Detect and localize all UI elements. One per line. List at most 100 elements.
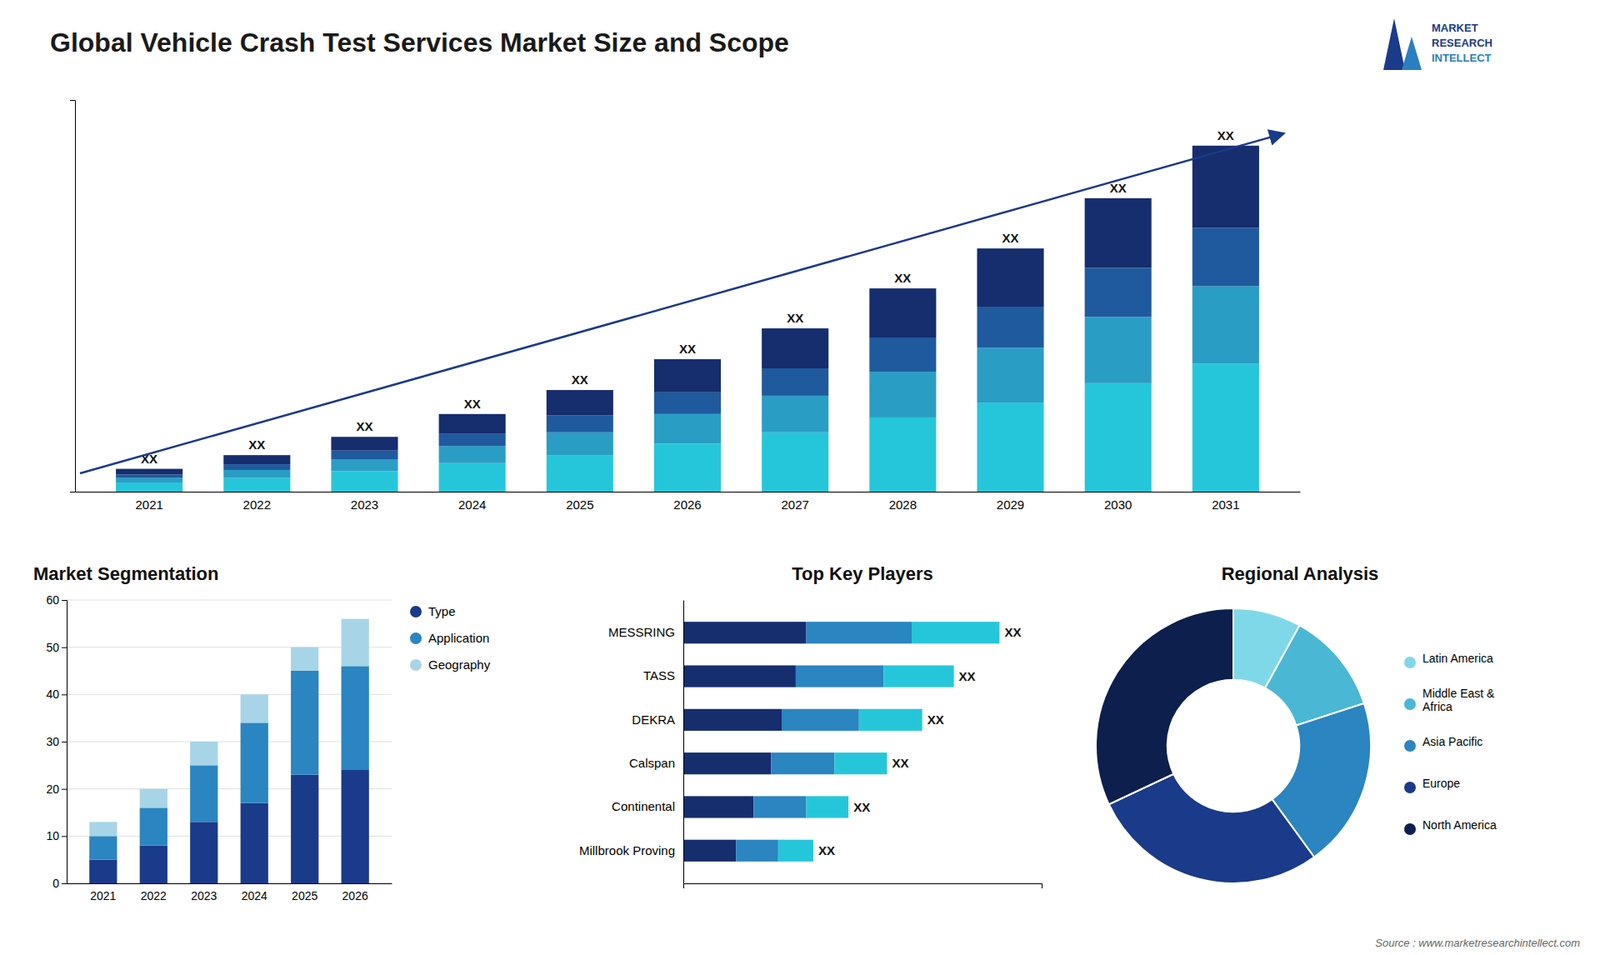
x-tick-label: 2026	[342, 889, 369, 903]
chart-page: Global Vehicle Crash Test Services Marke…	[0, 0, 1600, 955]
x-tick-label: 2025	[291, 889, 318, 903]
bar-segment	[976, 402, 1044, 492]
x-axis: 202120222023202420252026	[67, 884, 393, 903]
bar-segment	[439, 433, 506, 446]
bar-label: XX	[892, 755, 910, 770]
source-text: Source : www.marketresearchintellect.com	[1375, 936, 1580, 950]
legend-item: Middle East &Africa	[1404, 686, 1495, 714]
bar-segment	[240, 722, 269, 803]
bar-segment	[1085, 198, 1152, 269]
x-tick-label: 2024	[241, 889, 268, 903]
legend-item: Asia Pacific	[1404, 735, 1483, 752]
legend-swatch	[410, 605, 422, 618]
tick: 2030	[1104, 497, 1132, 512]
legend-label: Type	[428, 604, 456, 619]
tick: 2026	[673, 497, 701, 512]
legend-label: Latin America	[1422, 651, 1494, 665]
bar-segment	[683, 840, 736, 862]
tick: 2022	[140, 889, 167, 903]
bar-segment	[761, 432, 829, 492]
tick-mark	[61, 694, 67, 695]
y-tick-label: 30	[45, 735, 60, 749]
bar-segment	[806, 795, 850, 818]
tick-mark	[61, 647, 67, 649]
tick: 50	[45, 640, 67, 655]
bar-segment	[778, 840, 814, 862]
series	[89, 619, 370, 837]
legend-swatch	[410, 659, 422, 671]
y-tick-label: Millbrook Proving	[579, 843, 675, 858]
tick: MESSRING	[608, 625, 675, 640]
bar-segment	[781, 709, 860, 731]
bar-segment	[546, 455, 614, 492]
bar-segment	[223, 455, 290, 465]
bar-segment	[1192, 227, 1260, 286]
tick: 2021	[135, 497, 163, 512]
bar-segment	[735, 840, 779, 862]
tick: 2024	[241, 889, 268, 903]
bar-segment	[115, 474, 183, 478]
legend-item: Latin America	[1404, 651, 1494, 669]
trend-arrow	[80, 133, 1285, 474]
bar-segment	[190, 741, 218, 765]
donut	[1095, 608, 1371, 884]
bar-segment	[761, 368, 829, 396]
legend-item: Europe	[1404, 776, 1460, 794]
tick: 2027	[780, 497, 809, 512]
bar-label: XX	[818, 843, 835, 858]
legend-label: Geography	[428, 657, 491, 672]
x-tick-label: 2022	[140, 889, 167, 903]
legend: Latin America Middle East &Africa Asia Pac…	[1404, 651, 1497, 835]
series	[89, 665, 370, 860]
legend-swatch	[1404, 656, 1416, 669]
y-axis: MESSRINGTASSDEKRACalspanContinentalMillb…	[579, 600, 685, 885]
plot-area	[115, 145, 1260, 492]
x-tick-label: 2024	[458, 497, 486, 512]
legend-swatch	[1404, 698, 1416, 710]
y-tick-label: Calspan	[629, 755, 675, 770]
bar-label: XX	[959, 669, 976, 684]
bar-segment	[341, 619, 370, 667]
tick-mark	[61, 600, 67, 601]
tick: DEKRA	[631, 712, 675, 727]
bar-segment	[654, 392, 721, 415]
x-tick-label: 2028	[889, 497, 917, 512]
axis-line	[75, 491, 1301, 493]
tick: 2023	[350, 497, 379, 512]
axis-line	[683, 600, 685, 885]
bar-label: XX	[464, 396, 481, 411]
bar-segment	[546, 390, 614, 415]
bar-segment	[976, 347, 1044, 403]
bar-label: XX	[1217, 128, 1235, 143]
legend-label: Europe	[1422, 776, 1460, 790]
tick: 2022	[243, 497, 271, 512]
bar-segment	[223, 464, 290, 470]
bar-segment	[1085, 267, 1152, 317]
bar-segment	[654, 443, 721, 492]
series	[778, 621, 1000, 862]
tick-mark	[61, 883, 67, 885]
bar-segment	[1085, 316, 1152, 383]
x-axis: 2021202220232024202520262027202820292030…	[75, 492, 1301, 512]
bar-segment	[683, 709, 782, 731]
tick: 20	[45, 782, 67, 796]
bar-segment	[911, 621, 1000, 644]
bar-segment	[1192, 364, 1260, 492]
bar-segment	[546, 432, 614, 455]
bar-label: XX	[1004, 625, 1021, 640]
chart-title: Regional Analysis	[1221, 563, 1380, 585]
logo-shape	[1383, 18, 1405, 70]
legend: TypeApplicationGeography	[410, 604, 491, 672]
tick: Millbrook Proving	[579, 843, 675, 858]
bar-segment	[240, 803, 269, 884]
bar-segment	[683, 795, 754, 818]
tick: 10	[45, 829, 67, 843]
series	[89, 770, 370, 884]
bar-segment	[89, 821, 117, 836]
x-tick-label: 2023	[190, 889, 217, 903]
bar-segment	[89, 835, 117, 860]
tick: 2025	[565, 497, 594, 512]
logo-shape	[1401, 36, 1422, 70]
logo-text: INTELLECT	[1431, 51, 1492, 65]
y-tick-label: 20	[45, 782, 60, 796]
